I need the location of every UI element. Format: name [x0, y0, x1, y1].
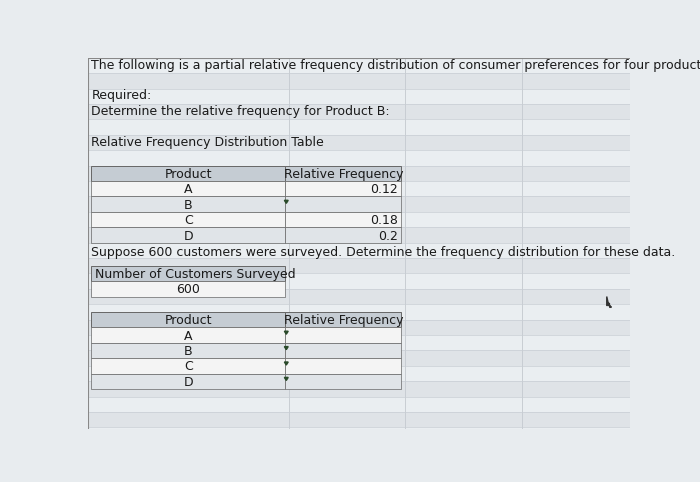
Bar — [88, 135, 630, 150]
Bar — [88, 320, 630, 335]
Bar — [88, 58, 630, 73]
Text: C: C — [184, 214, 192, 227]
Text: Determine the relative frequency for Product B:: Determine the relative frequency for Pro… — [92, 105, 390, 118]
Text: A: A — [184, 183, 192, 196]
Bar — [88, 273, 630, 289]
Bar — [88, 381, 630, 397]
Bar — [88, 242, 630, 258]
Polygon shape — [284, 347, 288, 349]
Text: Relative Frequency: Relative Frequency — [284, 168, 403, 181]
Text: 0.18: 0.18 — [370, 214, 398, 227]
Bar — [88, 289, 630, 304]
Text: 0.12: 0.12 — [370, 183, 398, 196]
Bar — [88, 181, 630, 197]
Bar — [88, 366, 630, 381]
Polygon shape — [284, 377, 288, 380]
Bar — [88, 304, 630, 320]
Bar — [88, 166, 630, 181]
Bar — [92, 197, 285, 212]
Bar — [88, 335, 630, 350]
Bar — [92, 212, 285, 227]
Bar — [285, 374, 401, 389]
Polygon shape — [284, 331, 288, 335]
Bar — [92, 327, 285, 343]
Bar — [88, 197, 630, 212]
Bar — [285, 327, 401, 343]
Bar — [92, 358, 285, 374]
Text: 0.2: 0.2 — [379, 229, 398, 242]
Bar — [88, 227, 630, 242]
Bar — [92, 266, 285, 281]
Bar — [285, 343, 401, 358]
Bar — [92, 312, 285, 327]
Bar — [88, 150, 630, 166]
Text: Product: Product — [164, 314, 212, 327]
Polygon shape — [284, 201, 288, 203]
Bar — [92, 227, 285, 242]
Bar — [285, 227, 401, 242]
Bar — [88, 89, 630, 104]
Bar — [285, 312, 401, 327]
Bar — [285, 166, 401, 181]
Bar — [88, 104, 630, 120]
Bar — [88, 212, 630, 227]
Text: A: A — [184, 330, 192, 343]
Bar — [92, 281, 285, 296]
Text: D: D — [183, 229, 193, 242]
Bar — [92, 181, 285, 197]
Bar — [92, 166, 285, 181]
Bar — [92, 374, 285, 389]
Text: 600: 600 — [176, 283, 200, 296]
Text: The following is a partial relative frequency distribution of consumer preferenc: The following is a partial relative freq… — [92, 59, 700, 72]
Bar — [285, 358, 401, 374]
Bar — [88, 428, 630, 443]
Text: D: D — [183, 376, 193, 389]
Bar — [88, 412, 630, 428]
Bar — [92, 343, 285, 358]
Polygon shape — [284, 362, 288, 365]
Bar — [88, 397, 630, 412]
Text: Relative Frequency Distribution Table: Relative Frequency Distribution Table — [92, 135, 324, 148]
Text: B: B — [184, 345, 192, 358]
Text: C: C — [184, 361, 192, 374]
Text: Product: Product — [164, 168, 212, 181]
Bar — [285, 212, 401, 227]
Bar — [88, 258, 630, 273]
Bar — [285, 181, 401, 197]
Polygon shape — [607, 296, 611, 308]
Text: Relative Frequency: Relative Frequency — [284, 314, 403, 327]
Text: B: B — [184, 199, 192, 212]
Bar — [88, 73, 630, 89]
Text: Required:: Required: — [92, 89, 152, 102]
Bar — [285, 197, 401, 212]
Bar — [88, 350, 630, 366]
Text: Suppose 600 customers were surveyed. Determine the frequency distribution for th: Suppose 600 customers were surveyed. Det… — [92, 246, 676, 259]
Bar — [88, 120, 630, 135]
Text: Number of Customers Surveyed: Number of Customers Surveyed — [95, 268, 296, 281]
